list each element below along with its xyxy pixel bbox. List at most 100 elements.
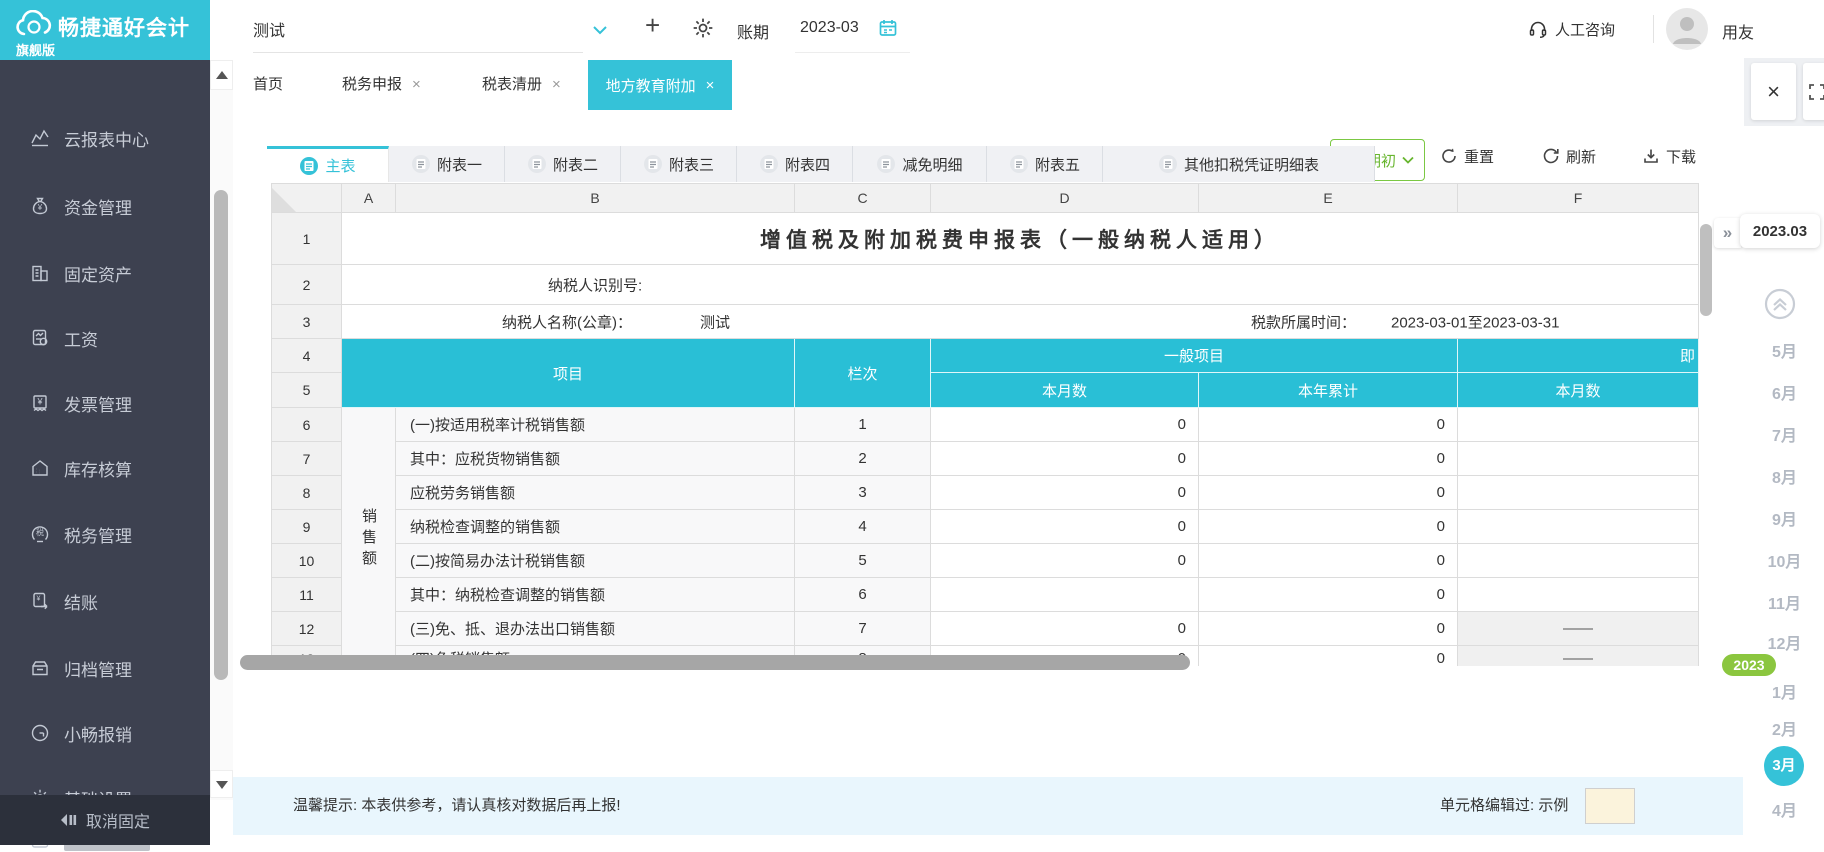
row-colno[interactable]: 7	[795, 612, 931, 646]
row-number[interactable]: 2	[272, 265, 342, 305]
row-colno[interactable]: 1	[795, 408, 931, 442]
cell-refund[interactable]	[1458, 476, 1699, 510]
row-colno[interactable]: 6	[795, 578, 931, 612]
username[interactable]: 用友	[1722, 25, 1755, 42]
cell-ytd[interactable]: 0	[1199, 408, 1458, 442]
row-number[interactable]: 12	[272, 612, 342, 646]
subtab-schedule-4[interactable]: 附表四	[737, 146, 853, 182]
subtab-schedule-5[interactable]: 附表五	[987, 146, 1103, 182]
row-label[interactable]: (二)按简易办法计税销售额	[396, 544, 795, 578]
row-number[interactable]: 6	[272, 408, 342, 442]
subtab-schedule-3[interactable]: 附表三	[621, 146, 737, 182]
refresh-button[interactable]: 刷新	[1542, 140, 1596, 172]
row-number[interactable]: 5	[272, 373, 342, 408]
sidebar-item-tax[interactable]: 税 税务管理	[0, 518, 210, 550]
scroll-down-arrow[interactable]	[210, 770, 233, 798]
close-icon[interactable]: ×	[705, 76, 715, 94]
page-scrollbar[interactable]	[210, 60, 233, 800]
calendar-icon[interactable]	[878, 18, 898, 38]
subtab-main-sheet[interactable]: 主表	[267, 146, 389, 182]
month-item-3-active[interactable]: 3月	[1764, 746, 1804, 786]
cell-refund[interactable]	[1458, 442, 1699, 476]
row-colno[interactable]: 4	[795, 510, 931, 544]
sidebar-item-fixed-assets[interactable]: 固定资产	[0, 257, 210, 289]
col-header-C[interactable]: C	[795, 184, 931, 213]
sidebar-item-cloud-reports[interactable]: 云报表中心	[0, 122, 210, 154]
row-number[interactable]: 9	[272, 510, 342, 544]
subtab-exemption-detail[interactable]: 减免明细	[853, 146, 987, 182]
month-item-8[interactable]: 8月	[1772, 470, 1797, 487]
avatar[interactable]	[1666, 8, 1708, 50]
row-number[interactable]: 10	[272, 544, 342, 578]
month-item-6[interactable]: 6月	[1772, 386, 1797, 403]
row-colno[interactable]: 5	[795, 544, 931, 578]
row-number[interactable]: 11	[272, 578, 342, 612]
add-account-button[interactable]: +	[645, 10, 661, 40]
month-item-10[interactable]: 10月	[1767, 554, 1802, 571]
close-window-button[interactable]: ×	[1751, 63, 1796, 120]
sheet-vscrollbar-thumb[interactable]	[1700, 224, 1712, 316]
row-number[interactable]: 3	[272, 305, 342, 339]
row-number[interactable]: 4	[272, 339, 342, 373]
row-label[interactable]: 其中：纳税检查调整的销售额	[396, 578, 795, 612]
period-value[interactable]: 2023-03	[800, 19, 859, 36]
col-header-A[interactable]: A	[342, 184, 396, 213]
support-link[interactable]: 人工咨询	[1528, 13, 1615, 45]
cell-month[interactable]: 0	[931, 510, 1199, 544]
scroll-up-arrow[interactable]	[210, 60, 233, 90]
subtab-schedule-1[interactable]: 附表一	[389, 146, 505, 182]
download-button[interactable]: 下载	[1642, 140, 1696, 172]
row-label[interactable]: (一)按适用税率计税销售额	[396, 408, 795, 442]
month-item-1[interactable]: 1月	[1772, 685, 1797, 702]
cell-month[interactable]: 0	[931, 442, 1199, 476]
sidebar-item-closing[interactable]: ¥ 结账	[0, 585, 210, 617]
cell-ytd[interactable]: 0	[1199, 578, 1458, 612]
sidebar-item-inventory[interactable]: 库存核算	[0, 452, 210, 484]
row-number[interactable]: 8	[272, 476, 342, 510]
scroll-top-icon[interactable]	[1764, 288, 1796, 320]
month-item-12[interactable]: 12月	[1767, 636, 1802, 653]
row-colno[interactable]: 3	[795, 476, 931, 510]
fullscreen-button[interactable]	[1803, 63, 1824, 120]
cell-ytd[interactable]: 0	[1199, 544, 1458, 578]
taxpayer-name-cell[interactable]: 纳税人名称(公章)： 测试 税款所属时间： 2023-03-01至2023-03…	[342, 305, 1699, 339]
row-number[interactable]: 7	[272, 442, 342, 476]
scrollbar-thumb[interactable]	[214, 190, 228, 680]
tab-home[interactable]: 首页	[253, 60, 283, 110]
cell-ytd[interactable]: 0	[1199, 510, 1458, 544]
unpin-sidebar-button[interactable]: 取消固定	[0, 795, 210, 845]
cell-month[interactable]: 0	[931, 544, 1199, 578]
sheet-corner-cell[interactable]	[272, 184, 342, 213]
sidebar-item-expense[interactable]: 小畅报销	[0, 717, 210, 749]
cell-ytd[interactable]: 0	[1199, 646, 1458, 666]
cell-refund[interactable]	[1458, 544, 1699, 578]
cell-month[interactable]: 0	[931, 408, 1199, 442]
month-item-11[interactable]: 11月	[1768, 596, 1801, 613]
sidebar-item-funds[interactable]: ¥ 资金管理	[0, 190, 210, 222]
row-label[interactable]: (三)免、抵、退办法出口销售额	[396, 612, 795, 646]
subtab-other-deduction-voucher[interactable]: 其他扣税凭证明细表	[1103, 146, 1375, 182]
reset-button[interactable]: 重置	[1440, 140, 1494, 172]
sidebar-item-payroll[interactable]: 工资	[0, 322, 210, 354]
cell-month[interactable]	[931, 578, 1199, 612]
taxpayer-id-cell[interactable]: 纳税人识别号:	[342, 265, 1699, 305]
row-label[interactable]: 其中：应税货物销售额	[396, 442, 795, 476]
sidebar-item-archive[interactable]: 归档管理	[0, 652, 210, 684]
col-header-F[interactable]: F	[1458, 184, 1699, 213]
tab-tax-filing[interactable]: 税务申报 ×	[342, 60, 421, 110]
row-label[interactable]: 纳税检查调整的销售额	[396, 510, 795, 544]
expand-panel-button[interactable]: »	[1714, 218, 1741, 248]
gear-icon[interactable]	[692, 17, 714, 39]
sheet-title-cell[interactable]: 增值税及附加税费申报表（一般纳税人适用）	[342, 213, 1699, 265]
cell-refund[interactable]	[1458, 510, 1699, 544]
month-item-5[interactable]: 5月	[1772, 344, 1797, 361]
chevron-down-icon[interactable]	[592, 25, 608, 35]
close-icon[interactable]: ×	[552, 76, 561, 93]
col-header-B[interactable]: B	[396, 184, 795, 213]
month-item-7[interactable]: 7月	[1772, 428, 1797, 445]
cell-ytd[interactable]: 0	[1199, 476, 1458, 510]
cell-refund[interactable]	[1458, 408, 1699, 442]
cell-ytd[interactable]: 0	[1199, 442, 1458, 476]
tab-tax-register[interactable]: 税表清册 ×	[482, 60, 561, 110]
row-label[interactable]: 应税劳务销售额	[396, 476, 795, 510]
